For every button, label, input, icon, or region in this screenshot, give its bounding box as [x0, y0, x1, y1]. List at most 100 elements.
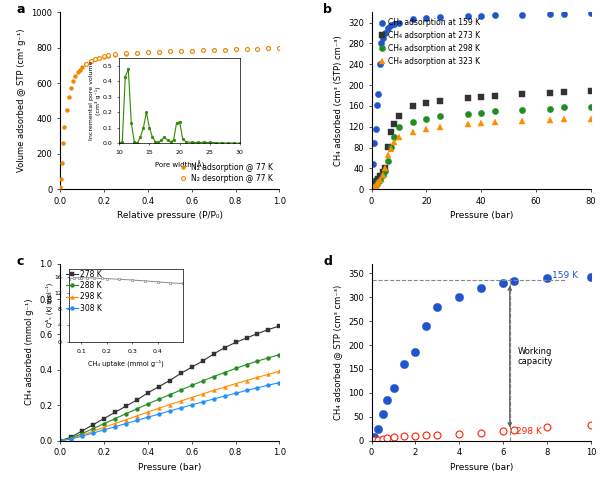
Y-axis label: CH₄ adsorbed (cm³ (STP) cm⁻³): CH₄ adsorbed (cm³ (STP) cm⁻³)	[334, 36, 343, 166]
Line: CH₄ adsorption at 273 K: CH₄ adsorption at 273 K	[369, 88, 594, 192]
N₂ desorption @ 77 K	[100, 53, 107, 59]
CH₄ adsorption at 298 K	[464, 111, 471, 117]
288 K	[100, 421, 107, 427]
CH₄ adsorption at 323 K	[382, 166, 389, 171]
CH₄ adsorption at 323 K	[478, 120, 485, 126]
CH₄ adsorption at 298 K	[491, 108, 499, 114]
308 K	[155, 411, 163, 417]
CH₄ adsorption at 323 K	[372, 183, 379, 189]
288 K	[144, 401, 151, 407]
CH₄ adsorption at 273 K	[491, 93, 499, 98]
298 K	[155, 405, 163, 411]
CH₄ adsorption at 298 K	[387, 144, 394, 150]
Text: 298 K: 298 K	[517, 427, 542, 436]
298 K	[133, 413, 140, 419]
298 K	[254, 375, 261, 380]
Text: 159 K: 159 K	[551, 271, 578, 280]
CH₄ adsorption at 298 K	[546, 106, 553, 112]
CH₄ adsorption at 159 K	[395, 19, 403, 25]
CH₄ adsorption at 159 K	[437, 15, 444, 20]
Line: 298 K: 298 K	[58, 369, 281, 443]
298 K	[243, 377, 250, 383]
N₂ adsorption @ 77 K	[144, 50, 151, 56]
288 K	[243, 362, 250, 368]
CH₄ adsorption at 323 K	[437, 124, 444, 130]
N₂ adsorption @ 77 K	[199, 48, 206, 54]
N₂ adsorption @ 77 K	[56, 184, 64, 189]
CH₄ adsorption at 298 K	[395, 124, 403, 130]
N₂ desorption @ 77 K	[166, 49, 173, 55]
CH₄ adsorption at 159 K	[587, 10, 595, 16]
288 K	[221, 370, 228, 375]
CH₄ adsorption at 298 K	[437, 113, 444, 119]
CH₄ adsorption at 298 K	[390, 134, 397, 140]
CH₄ adsorption at 273 K	[519, 91, 526, 97]
CH₄ adsorption at 159 K	[369, 182, 376, 188]
CH₄ adsorption at 159 K	[382, 30, 389, 36]
N₂ desorption @ 77 K	[87, 58, 94, 64]
CH₄ adsorption at 273 K	[387, 129, 394, 135]
N₂ adsorption @ 77 K	[122, 51, 130, 56]
308 K	[67, 436, 74, 442]
288 K	[56, 438, 64, 444]
CH₄ adsorption at 298 K	[587, 104, 595, 110]
CH₄ adsorption at 323 K	[423, 127, 430, 132]
CH₄ adsorption at 273 K	[370, 184, 377, 189]
278 K	[177, 371, 184, 376]
278 K	[210, 351, 217, 357]
308 K	[100, 427, 107, 433]
Line: CH₄ adsorption at 323 K: CH₄ adsorption at 323 K	[369, 116, 594, 192]
298 K	[122, 417, 130, 423]
N₂ desorption @ 77 K	[221, 47, 228, 53]
Legend: N₂ adsorption @ 77 K, N₂ desorption @ 77 K: N₂ adsorption @ 77 K, N₂ desorption @ 77…	[175, 161, 275, 186]
CH₄ adsorption at 323 K	[368, 186, 376, 192]
N₂ desorption @ 77 K	[188, 48, 195, 54]
CH₄ adsorption at 323 K	[387, 146, 394, 151]
308 K	[111, 424, 118, 430]
298 K	[79, 432, 86, 438]
CH₄ adsorption at 159 K	[464, 14, 471, 19]
288 K	[188, 383, 195, 389]
298 K	[221, 384, 228, 390]
288 K	[67, 435, 74, 441]
Line: 288 K: 288 K	[58, 353, 281, 443]
CH₄ adsorption at 298 K	[478, 110, 485, 115]
N₂ adsorption @ 77 K	[59, 160, 66, 166]
Text: d: d	[323, 255, 332, 268]
Text: b: b	[323, 3, 332, 17]
CH₄ adsorption at 273 K	[423, 100, 430, 106]
288 K	[254, 358, 261, 364]
CH₄ adsorption at 159 K	[372, 127, 379, 132]
308 K	[122, 421, 130, 427]
CH₄ adsorption at 298 K	[369, 186, 376, 192]
CH₄ adsorption at 273 K	[382, 166, 389, 171]
CH₄ adsorption at 323 K	[546, 117, 553, 123]
N₂ adsorption @ 77 K	[155, 49, 163, 55]
CH₄ adsorption at 323 K	[376, 177, 383, 183]
298 K	[67, 436, 74, 442]
N₂ adsorption @ 77 K	[72, 73, 79, 79]
CH₄ adsorption at 273 K	[368, 186, 376, 192]
N₂ adsorption @ 77 K	[188, 48, 195, 54]
CH₄ adsorption at 159 K	[409, 17, 416, 22]
278 K	[254, 331, 261, 337]
CH₄ adsorption at 273 K	[385, 144, 392, 150]
CH₄ adsorption at 323 K	[379, 172, 386, 178]
278 K	[144, 390, 151, 396]
308 K	[144, 414, 151, 420]
Line: CH₄ adsorption at 298 K: CH₄ adsorption at 298 K	[369, 104, 594, 192]
CH₄ adsorption at 323 K	[370, 185, 377, 191]
Legend: CH₄ adsorption at 159 K, CH₄ adsorption at 273 K, CH₄ adsorption at 298 K, CH₄ a: CH₄ adsorption at 159 K, CH₄ adsorption …	[376, 16, 482, 68]
308 K	[254, 385, 261, 391]
308 K	[265, 382, 272, 388]
CH₄ adsorption at 159 K	[379, 35, 386, 41]
N₂ adsorption @ 77 K	[254, 46, 261, 52]
Line: CH₄ adsorption at 159 K: CH₄ adsorption at 159 K	[369, 10, 594, 191]
CH₄ adsorption at 298 K	[370, 185, 377, 191]
N₂ desorption @ 77 K	[276, 45, 283, 51]
N₂ adsorption @ 77 K	[65, 94, 73, 100]
CH₄ adsorption at 159 K	[491, 12, 499, 18]
CH₄ adsorption at 273 K	[546, 90, 553, 96]
N₂ desorption @ 77 K	[243, 46, 250, 52]
298 K	[89, 429, 97, 434]
